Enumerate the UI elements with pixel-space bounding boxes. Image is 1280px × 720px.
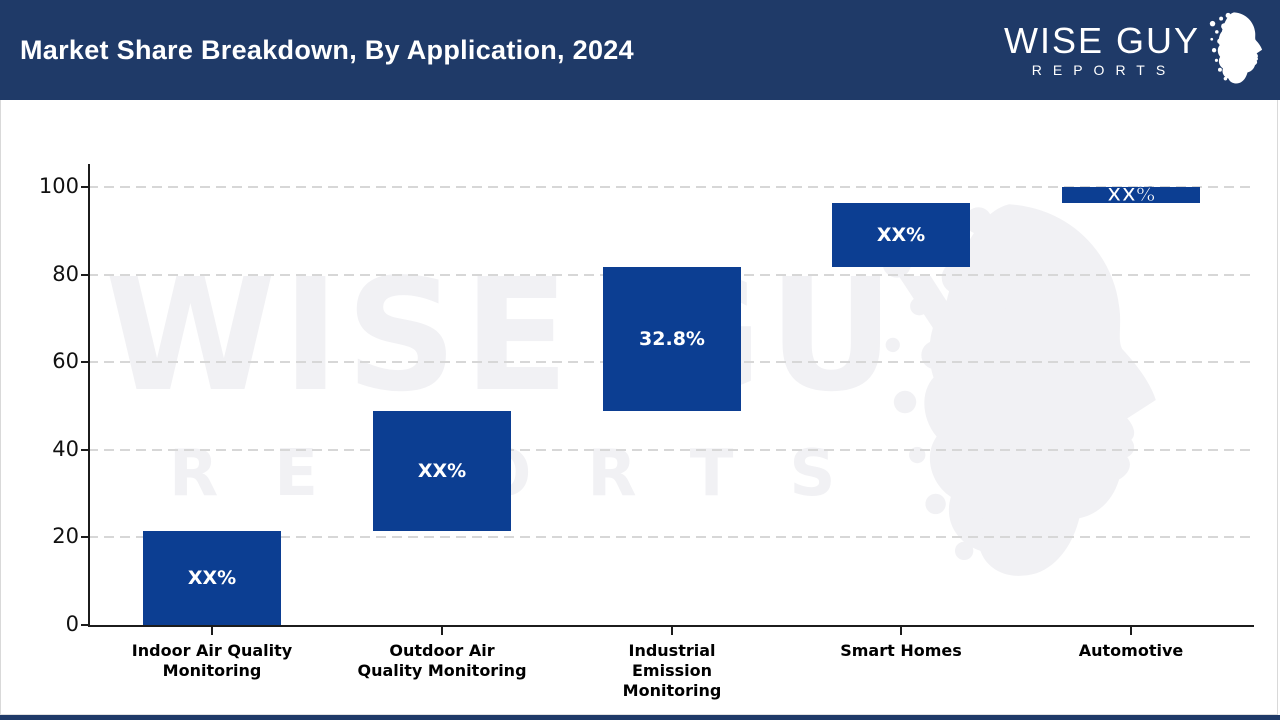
y-tick-mark	[81, 361, 88, 364]
y-tick-mark	[81, 624, 88, 626]
bar-segment	[832, 203, 970, 268]
bar-value-label: XX%	[876, 224, 926, 247]
y-tick-label: 20	[52, 524, 79, 549]
logo-wordmark: WISE GUY REPORTS	[1003, 19, 1200, 78]
y-tick-mark	[81, 273, 88, 276]
y-tick-label: 60	[52, 349, 79, 374]
x-tick-mark	[1130, 627, 1132, 635]
page-title: Market Share Breakdown, By Application, …	[20, 34, 634, 65]
y-tick-mark	[81, 448, 88, 451]
y-tick-label: 100	[38, 174, 79, 198]
watermark-wordmark: WISE GUY	[105, 245, 1019, 426]
bar-value-label: XX%	[417, 459, 467, 482]
category-label: Industrial Emission Monitoring	[622, 641, 722, 700]
x-tick-mark	[441, 627, 443, 635]
y-tick-label: 0	[65, 612, 79, 636]
category-label: Automotive	[1078, 641, 1184, 660]
x-axis-line	[88, 625, 1254, 627]
gridline	[88, 186, 1254, 188]
x-tick-mark	[211, 627, 213, 635]
y-tick-label: 80	[52, 261, 79, 286]
bar-segment	[143, 530, 281, 625]
category-label: Outdoor Air Quality Monitoring	[357, 641, 527, 680]
logo-head-icon	[1209, 12, 1263, 84]
bar-segment	[1062, 187, 1200, 204]
bottom-accent-bar	[0, 715, 1280, 720]
watermark-subtitle: REPORTS	[169, 437, 892, 511]
logo-title: WISE GUY	[1003, 19, 1200, 61]
chart-area: WISE GUY REPORTS 0 20 40 60 80 100 XX% Indoor A…	[0, 100, 1278, 715]
x-tick-mark	[900, 627, 902, 635]
header-bar: Market Share Breakdown, By Application, …	[0, 0, 1280, 100]
gridline	[88, 536, 1254, 539]
wiseguy-logo: WISE GUY REPORTS	[1004, 10, 1266, 90]
y-axis-line	[88, 164, 90, 627]
category-label: Smart Homes	[840, 641, 962, 660]
y-tick-label: 40	[52, 436, 79, 461]
category-label: Indoor Air Quality Monitoring	[131, 641, 293, 680]
bar-value-label: XX%	[1106, 184, 1156, 207]
bar-segment	[373, 410, 511, 531]
logo-subtitle: REPORTS	[1031, 61, 1177, 78]
gridline	[88, 448, 1254, 451]
bar-segment	[603, 267, 741, 411]
bar-value-label: XX%	[187, 566, 237, 589]
x-tick-mark	[671, 627, 673, 635]
bar-value-label: 32.8%	[639, 327, 705, 350]
y-tick-mark	[81, 536, 88, 539]
y-tick-mark	[81, 186, 88, 188]
